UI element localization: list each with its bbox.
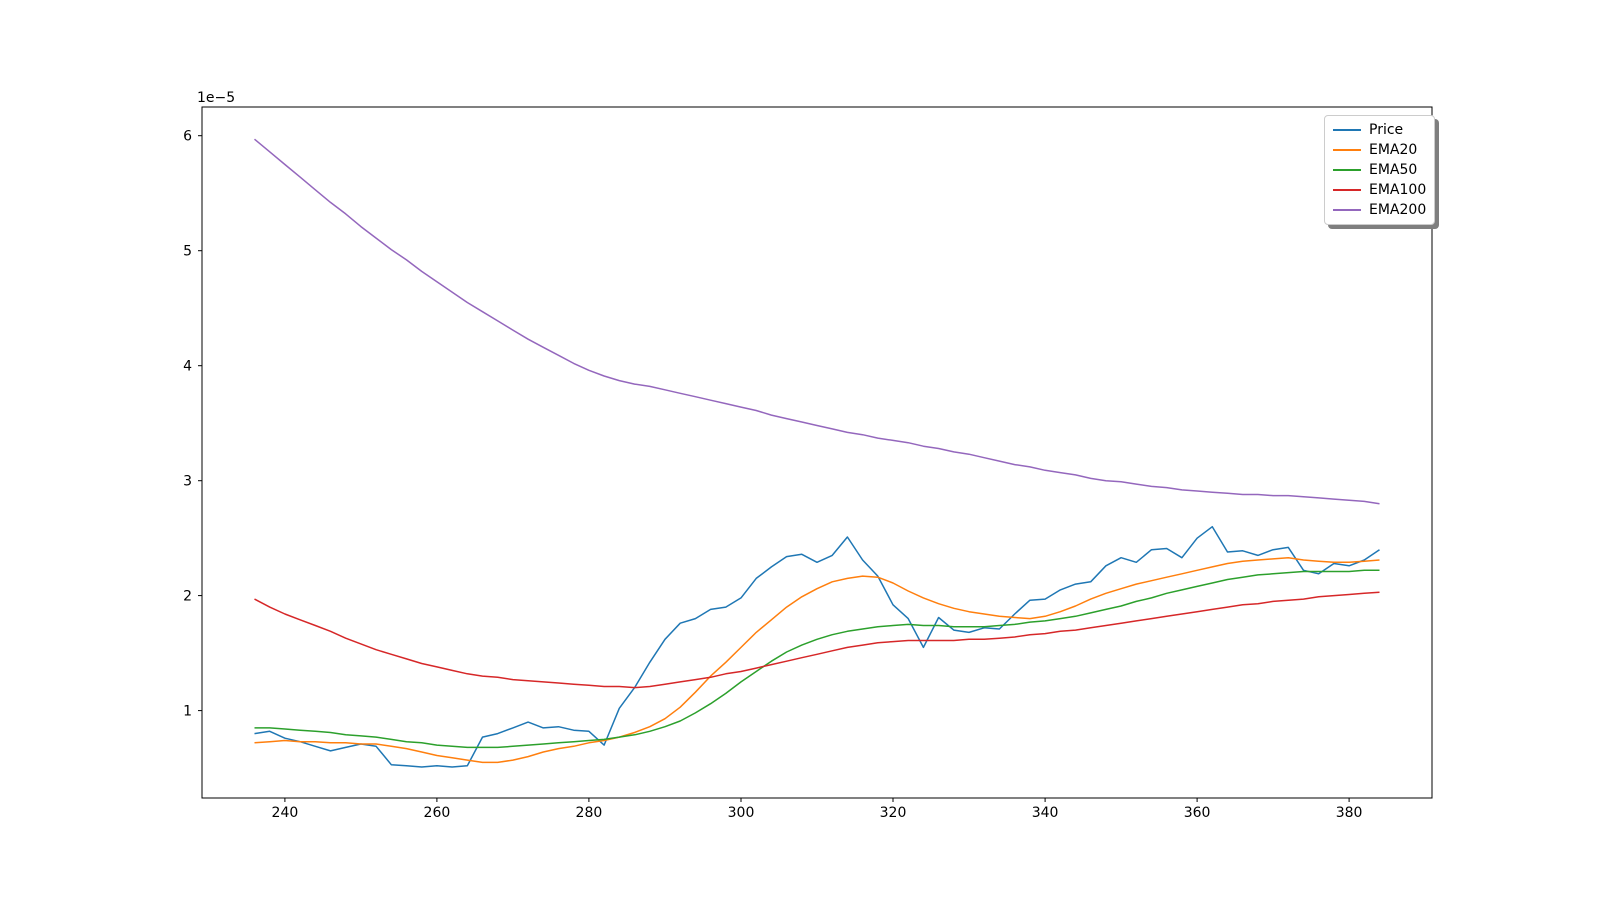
legend-entry-Price: Price [1333,120,1426,140]
y-tick-label: 1 [183,704,192,720]
legend-line-swatch [1333,169,1361,171]
legend-entry-EMA50: EMA50 [1333,160,1426,180]
x-tick-label: 280 [576,805,603,821]
x-tick-label: 340 [1032,805,1059,821]
x-tick-label: 360 [1184,805,1211,821]
series-line-EMA20 [254,556,1380,764]
legend-line-swatch [1333,209,1361,211]
series-line-EMA100 [254,591,1380,689]
legend-label: EMA100 [1369,182,1427,198]
y-tick-label: 5 [183,244,192,260]
plot-frame [201,106,1433,799]
legend: Price EMA20 EMA50 EMA100 EMA200 [1324,115,1436,225]
legend-label: EMA200 [1369,202,1427,218]
legend-line-swatch [1333,149,1361,151]
legend-entry-EMA100: EMA100 [1333,180,1426,200]
legend-entry-EMA200: EMA200 [1333,200,1426,220]
legend-line-swatch [1333,189,1361,191]
y-tick-label: 2 [183,589,192,605]
series-line-EMA200 [254,138,1380,505]
legend-label: Price [1369,122,1404,138]
x-tick-label: 240 [272,805,299,821]
legend-entry-EMA20: EMA20 [1333,140,1426,160]
y-tick-label: 4 [183,359,192,375]
y-axis-offset-label: 1e−5 [197,90,236,106]
legend-line-swatch [1333,129,1361,131]
series-line-EMA50 [254,569,1380,749]
x-tick-label: 300 [728,805,755,821]
x-tick-label: 320 [880,805,907,821]
x-tick-label: 260 [424,805,451,821]
series-line-Price [254,525,1380,768]
x-tick-label: 380 [1336,805,1363,821]
y-tick-label: 3 [183,474,192,490]
legend-label: EMA50 [1369,162,1418,178]
legend-label: EMA20 [1369,142,1418,158]
y-tick-label: 6 [183,129,192,145]
